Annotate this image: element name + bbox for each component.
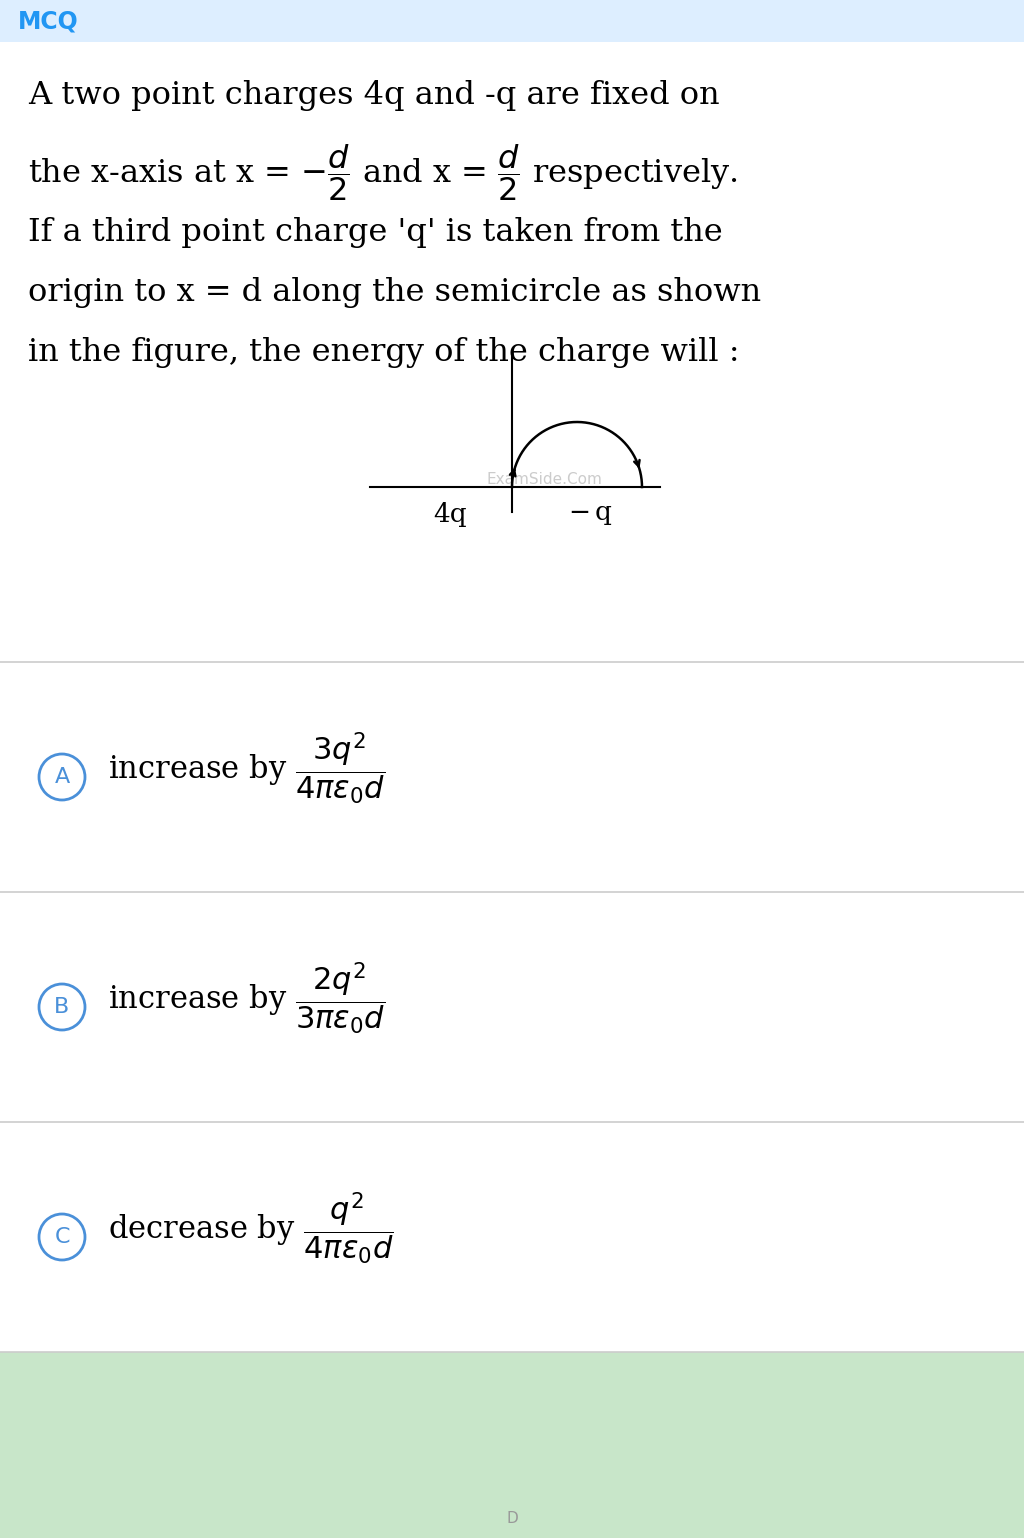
Bar xyxy=(0,42,1024,661)
Bar xyxy=(0,892,1024,1123)
Text: $-\,$q: $-\,$q xyxy=(567,501,612,528)
Text: in the figure, the energy of the charge will :: in the figure, the energy of the charge … xyxy=(28,337,739,368)
Text: 4q: 4q xyxy=(433,501,467,528)
Text: ExamSide.Com: ExamSide.Com xyxy=(486,472,602,486)
Bar xyxy=(0,1123,1024,1352)
Text: decrease by $\dfrac{q^2}{4\pi\varepsilon_0 d}$: decrease by $\dfrac{q^2}{4\pi\varepsilon… xyxy=(108,1190,393,1267)
Bar xyxy=(0,661,1024,892)
Text: D: D xyxy=(506,1510,518,1526)
Text: increase by $\dfrac{3q^2}{4\pi\varepsilon_0 d}$: increase by $\dfrac{3q^2}{4\pi\varepsilo… xyxy=(108,731,385,807)
Text: MCQ: MCQ xyxy=(18,9,79,32)
Bar xyxy=(0,1352,1024,1538)
Text: A two point charges 4q and -q are fixed on: A two point charges 4q and -q are fixed … xyxy=(28,80,720,111)
Text: increase by $\dfrac{2q^2}{3\pi\varepsilon_0 d}$: increase by $\dfrac{2q^2}{3\pi\varepsilo… xyxy=(108,961,385,1037)
Bar xyxy=(0,0,1024,42)
Text: the x-axis at x = $-\dfrac{d}{2}$ and x = $\dfrac{d}{2}$ respectively.: the x-axis at x = $-\dfrac{d}{2}$ and x … xyxy=(28,141,737,203)
Text: C: C xyxy=(54,1227,70,1247)
Text: If a third point charge 'q' is taken from the: If a third point charge 'q' is taken fro… xyxy=(28,217,723,248)
Text: B: B xyxy=(54,997,70,1017)
Text: origin to x = d along the semicircle as shown: origin to x = d along the semicircle as … xyxy=(28,277,761,308)
Text: A: A xyxy=(54,767,70,787)
